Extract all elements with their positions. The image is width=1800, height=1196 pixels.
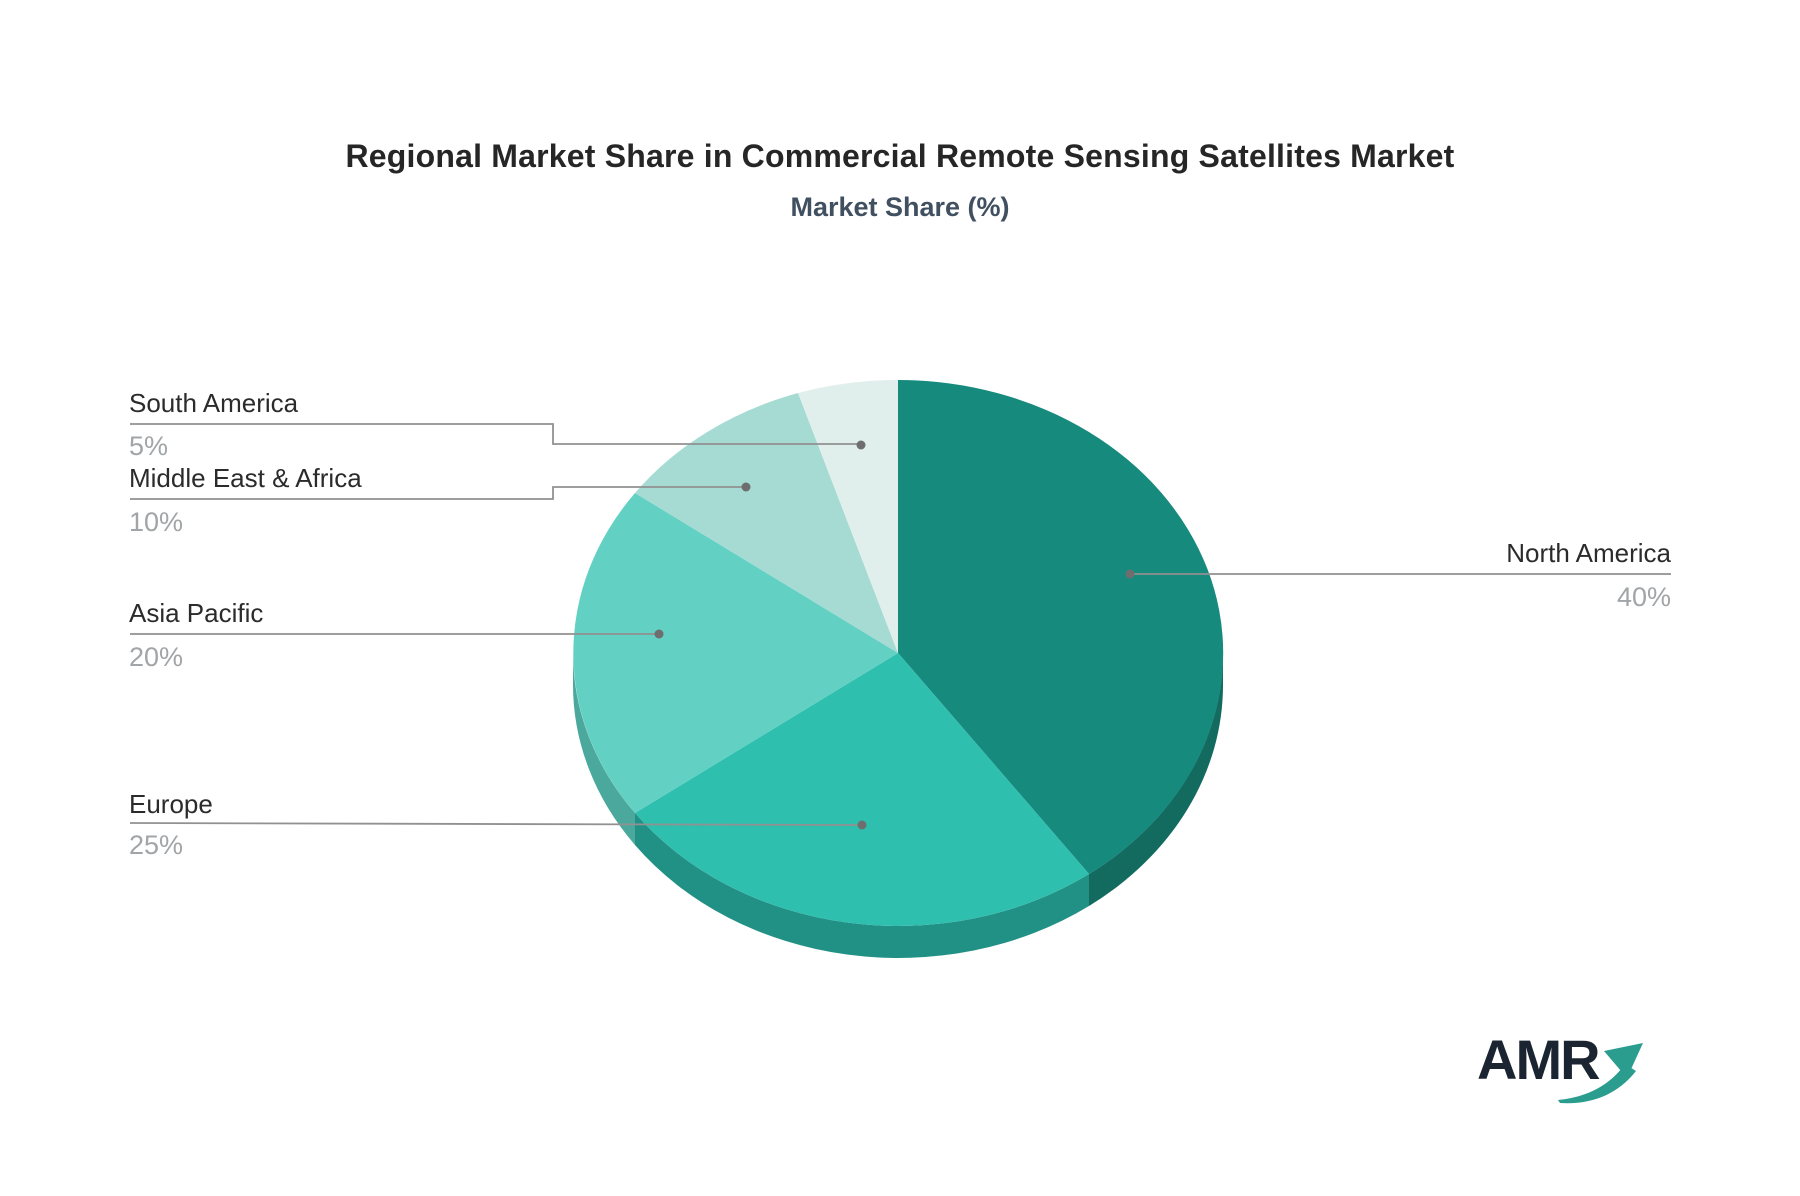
leader-south-america [130, 423, 857, 445]
callout-value-north-america: 40% [1616, 582, 1671, 612]
callout-value-middle-east-africa: 10% [129, 507, 184, 537]
callout-value-south-america: 5% [129, 431, 169, 461]
pie-side-asia-pacific [573, 653, 635, 845]
callout-label-asia-pacific: Asia Pacific [129, 598, 264, 628]
leader-dot-middle-east-africa [741, 482, 751, 492]
pie-side-europe [635, 813, 1089, 958]
callout-label-north-america: North America [1506, 538, 1671, 568]
chart-subtitle: Market Share (%) [790, 192, 1010, 222]
callout-label-europe: Europe [129, 789, 213, 819]
pie-slice-europe [635, 653, 1089, 926]
leader-dot-north-america [1125, 569, 1135, 579]
pie-slice-asia-pacific [573, 493, 898, 813]
pie-slice-south-america [798, 379, 898, 653]
logo-text: AMR [1477, 1028, 1601, 1091]
callout-value-asia-pacific: 20% [129, 642, 184, 672]
callout-value-europe: 25% [129, 830, 184, 860]
pie-slice-middle-east-africa [635, 393, 898, 653]
callout-label-south-america: South America [129, 388, 299, 418]
leader-dot-south-america [856, 440, 866, 450]
pie-slice-north-america [898, 379, 1224, 874]
leader-dots [654, 440, 1135, 830]
leader-dot-asia-pacific [654, 629, 664, 639]
logo-arrow-icon [1558, 1043, 1643, 1104]
leader-europe [129, 822, 859, 826]
leader-lines [129, 423, 1671, 826]
pie-side-north-america [1089, 653, 1223, 906]
leader-dot-europe [857, 820, 867, 830]
leader-middle-east-africa [130, 486, 742, 500]
callout-label-middle-east-africa: Middle East & Africa [129, 463, 362, 493]
chart-title: Regional Market Share in Commercial Remo… [345, 138, 1455, 174]
